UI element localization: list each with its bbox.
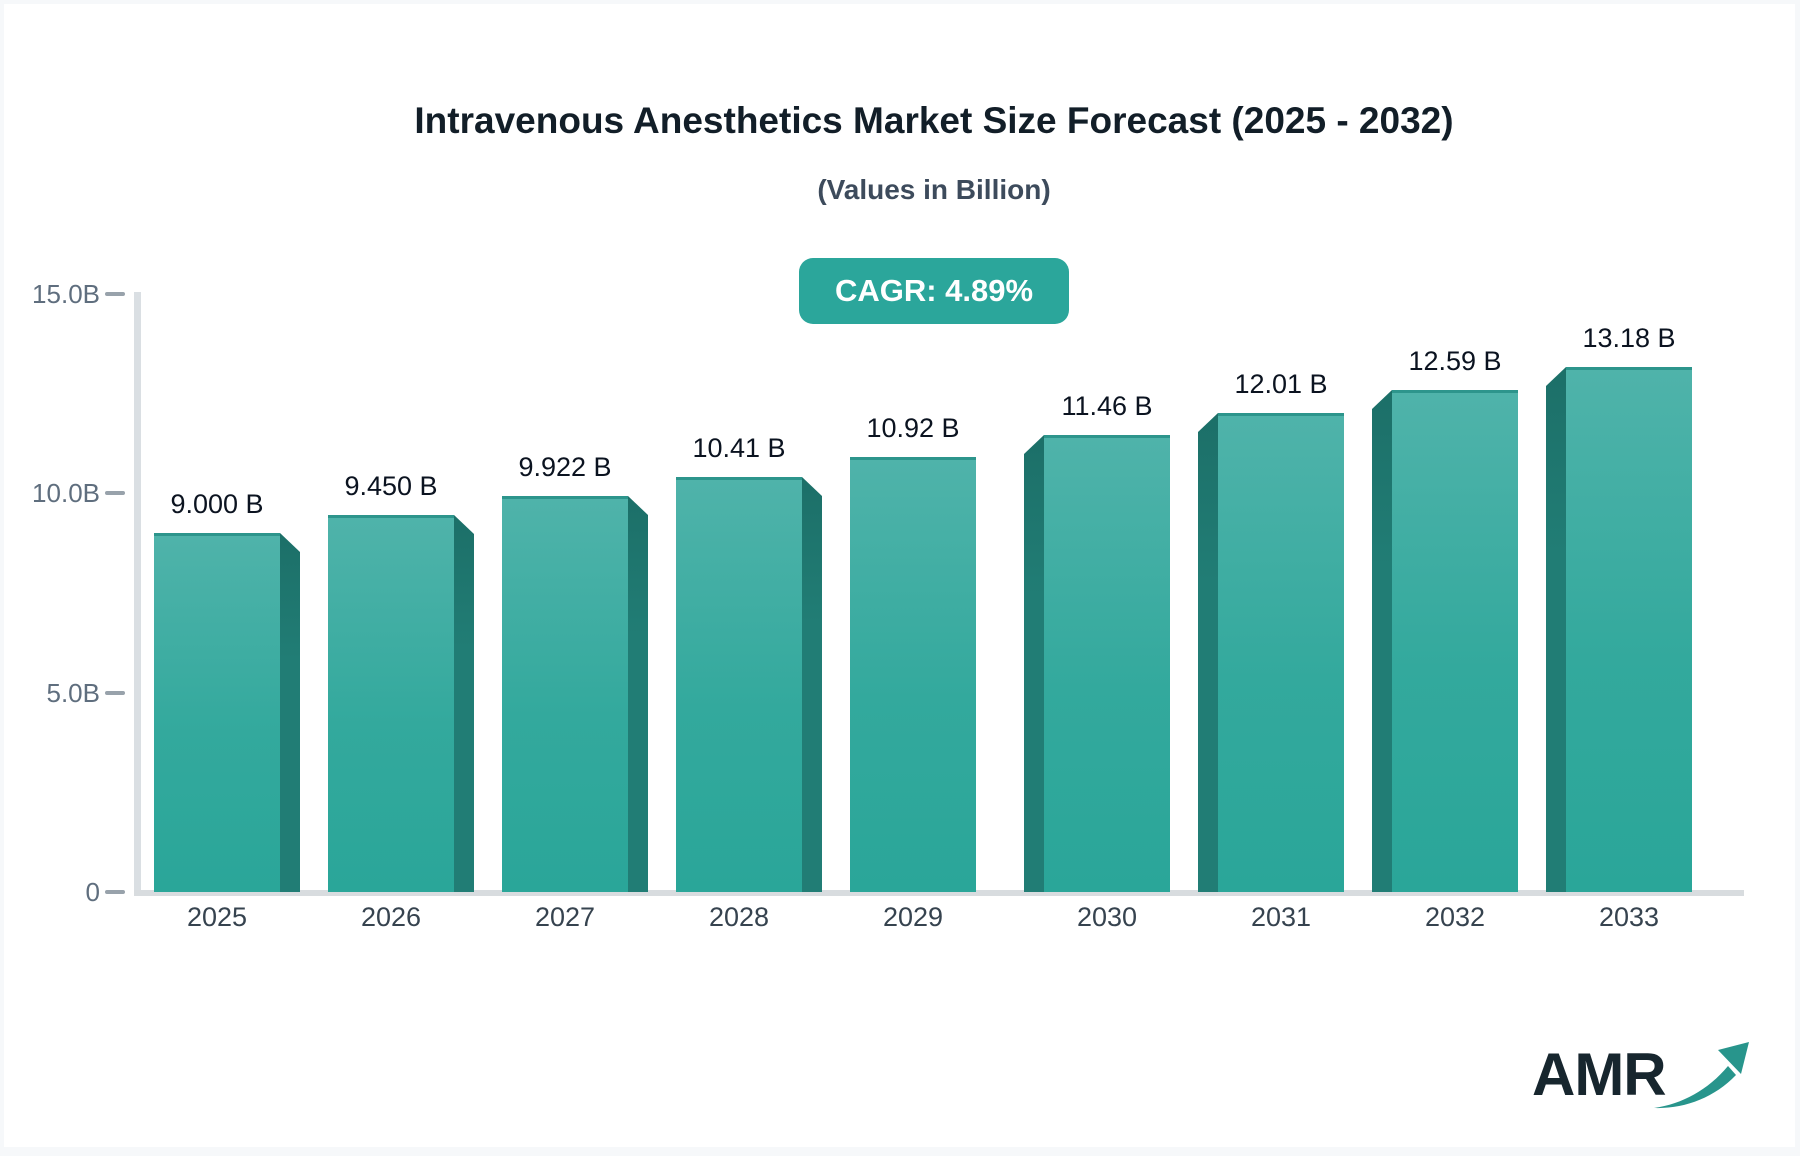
bar-2030	[1044, 435, 1170, 892]
cagr-badge-row: CAGR: 4.89%	[124, 258, 1744, 324]
chart-title: Intravenous Anesthetics Market Size Fore…	[414, 100, 1454, 141]
x-axis-label-2031: 2031	[1250, 902, 1312, 932]
bar-value-label: 9.000 B	[170, 489, 264, 519]
y-axis-tick-label: 15.0B	[32, 279, 100, 309]
x-axis-line	[134, 890, 1744, 896]
y-axis-tick-label: 5.0B	[46, 677, 101, 708]
chart-card: Intravenous Anesthetics Market Size Fore…	[4, 4, 1795, 1147]
y-axis-tick-label: 10.0B	[32, 478, 100, 509]
bar-3d-side	[280, 533, 300, 892]
y-axis-tick-mark	[105, 292, 125, 296]
x-axis-label-2033: 2033	[1598, 902, 1660, 932]
y-axis-tick-mark	[105, 491, 125, 496]
bar-3d-side	[1024, 435, 1044, 892]
bar-value-label: 13.18 B	[1582, 323, 1676, 353]
bar-3d-side	[454, 515, 474, 892]
bar-value-label: 12.59 B	[1408, 346, 1502, 376]
cagr-badge: CAGR: 4.89%	[798, 258, 1070, 324]
bar-3d-side	[1198, 413, 1218, 892]
x-axis-label-2028: 2028	[708, 902, 770, 932]
amr-logo-text: AMR	[1532, 1041, 1667, 1108]
y-axis-line	[134, 292, 141, 895]
bar-value-label: 12.01 B	[1234, 369, 1328, 399]
bar-2032	[1392, 390, 1518, 892]
bar-value-label: 9.450 B	[344, 471, 438, 501]
bar-2029	[850, 457, 976, 892]
bar-2025	[154, 533, 280, 892]
y-axis-tick-mark	[105, 690, 125, 695]
x-axis-label-2029: 2029	[882, 902, 944, 932]
amr-logo: AMR	[1532, 1042, 1752, 1116]
bar-2028	[676, 477, 802, 892]
x-axis-label-2032: 2032	[1424, 902, 1486, 932]
bar-value-label: 10.41 B	[692, 433, 786, 463]
x-axis-label-2030: 2030	[1076, 902, 1138, 932]
y-axis-tick-mark	[105, 890, 125, 894]
bar-value-label: 9.922 B	[518, 452, 612, 482]
x-axis-label-2025: 2025	[186, 902, 248, 932]
bar-2026	[328, 515, 454, 892]
bar-value-label: 11.46 B	[1061, 391, 1153, 421]
logo-arrow-icon	[1653, 1042, 1749, 1109]
x-axis-label-2026: 2026	[360, 902, 422, 932]
bar-3d-side	[1546, 367, 1566, 892]
x-axis-label-2027: 2027	[534, 902, 596, 932]
bar-3d-side	[802, 477, 822, 892]
bar-3d-side	[628, 496, 648, 892]
bar-2033	[1566, 367, 1692, 892]
bar-2027	[502, 496, 628, 892]
bar-3d-side	[1372, 390, 1392, 892]
bar-value-label: 10.92 B	[866, 413, 960, 443]
y-axis-tick-label: 0	[85, 877, 100, 907]
bar-2031	[1218, 413, 1344, 892]
chart-subtitle: (Values in Billion)	[817, 174, 1051, 205]
